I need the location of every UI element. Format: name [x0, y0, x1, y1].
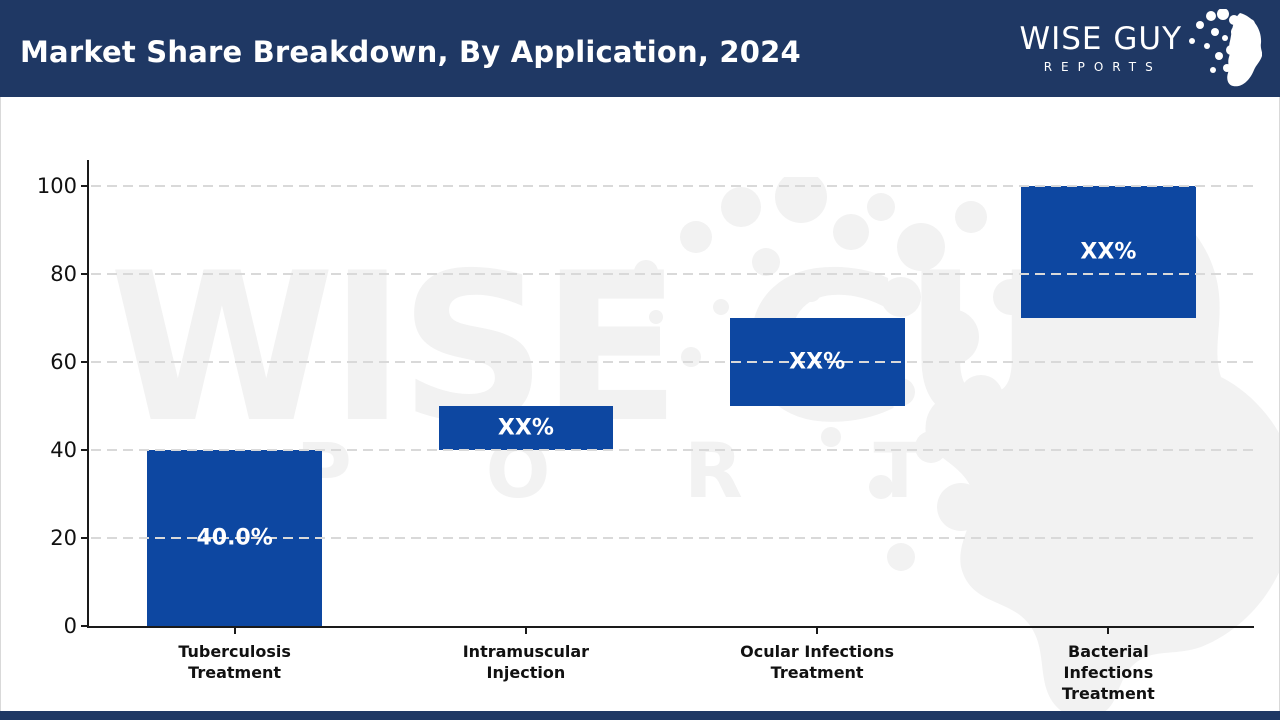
bar-value-label: 40.0% [196, 525, 273, 551]
bar-chart-plot: 0 20 40 60 80 100 40.0% Tuberculosis Treatment X… [1, 97, 1279, 711]
gridline [91, 361, 1254, 363]
gridline [91, 449, 1254, 451]
x-axis-category-label: Intramuscular Injection [462, 642, 590, 682]
y-axis-tick-label: 0 [63, 614, 77, 638]
y-axis-tick-label: 100 [36, 174, 77, 198]
y-axis-tick [81, 273, 89, 275]
x-axis-category-label: Bacterial Infections Treatment [1061, 642, 1155, 703]
brand-subtitle: REPORTS [1043, 60, 1162, 74]
y-axis-line [87, 160, 89, 628]
y-axis-tick [81, 537, 89, 539]
y-axis-tick [81, 361, 89, 363]
brand-wordmark: WISE GUY REPORTS [1019, 21, 1182, 74]
footer-bar [0, 711, 1280, 720]
brand-name: WISE GUY [1019, 21, 1182, 57]
header-bar: Market Share Breakdown, By Application, … [0, 0, 1280, 97]
gridline [91, 185, 1254, 187]
page-title: Market Share Breakdown, By Application, … [20, 34, 801, 69]
y-axis-tick-label: 40 [50, 438, 77, 462]
y-axis-tick [81, 185, 89, 187]
x-axis-line [87, 626, 1254, 628]
y-axis-tick-label: 20 [50, 526, 77, 550]
x-axis-category-label: Tuberculosis Treatment [178, 642, 291, 682]
gridline [91, 537, 1254, 539]
chart-area: WISE GUY PORTS 0 20 40 60 80 100 40.0% [0, 97, 1280, 711]
x-axis-tick [524, 628, 527, 634]
bar-value-label: XX% [789, 349, 846, 375]
brand-logo: WISE GUY REPORTS [1019, 8, 1266, 89]
chart-bar [438, 406, 614, 450]
bar-value-label: XX% [497, 415, 554, 441]
x-axis-category-label: Ocular Infections Treatment [740, 642, 895, 682]
y-axis-tick-label: 80 [50, 262, 77, 286]
y-axis-tick-label: 60 [50, 350, 77, 374]
brand-face-icon [1189, 8, 1262, 86]
gridline [91, 273, 1254, 275]
x-axis-tick [1107, 628, 1110, 634]
y-axis-tick [81, 625, 89, 627]
x-axis-tick [816, 628, 819, 634]
y-axis-tick [81, 449, 89, 451]
x-axis-tick [233, 628, 236, 634]
bar-value-label: XX% [1080, 239, 1137, 265]
